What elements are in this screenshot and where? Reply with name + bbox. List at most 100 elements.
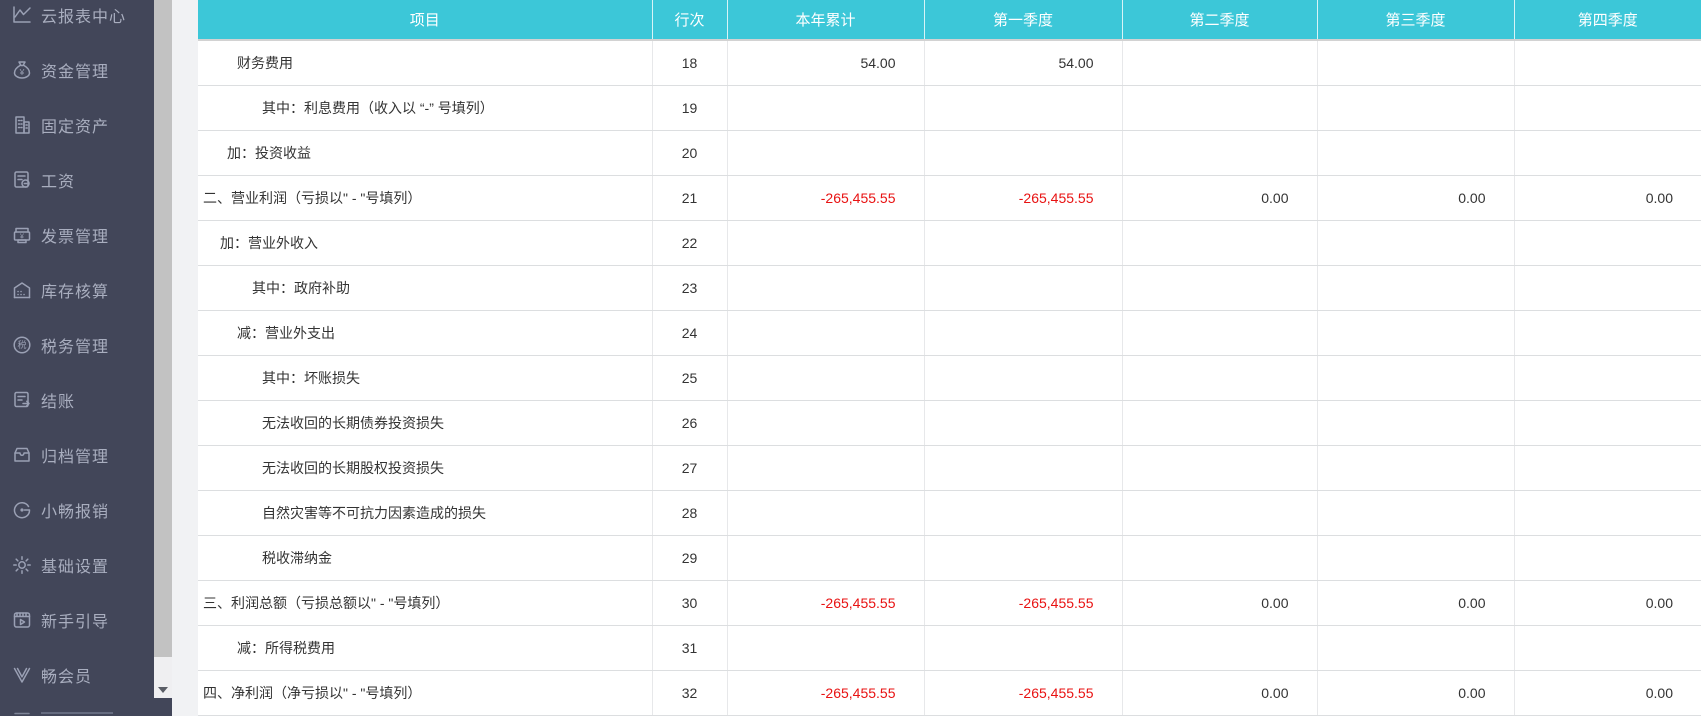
- q2-value-cell: [1122, 400, 1318, 446]
- q3-value-cell: 0.00: [1317, 580, 1515, 626]
- table-row-line-29: 税收滞纳金 29: [198, 535, 1701, 581]
- q4-value-cell: [1514, 130, 1701, 176]
- sidebar-item-12[interactable]: 新手引导: [0, 592, 154, 647]
- sidebar-item-7[interactable]: 税 税务管理: [0, 317, 154, 372]
- table-header-row: 项目 行次 本年累计 第一季度 第二季度 第三季度 第四季度: [198, 0, 1701, 41]
- sidebar-item-label: 工资: [41, 173, 76, 191]
- q4-value-cell: 0.00: [1514, 175, 1701, 221]
- column-header-line: 行次: [652, 0, 728, 41]
- item-cell: 税收滞纳金: [198, 535, 653, 581]
- table-row-line-24: 减：营业外支出 24: [198, 310, 1701, 356]
- chevron-down-icon: [158, 687, 168, 693]
- line-number-cell: 27: [652, 445, 728, 491]
- q1-value-cell: -265,455.55: [924, 670, 1123, 716]
- q2-value-cell: [1122, 265, 1318, 311]
- line-number-cell: 31: [652, 625, 728, 671]
- q2-value-cell: [1122, 85, 1318, 131]
- q3-value-cell: [1317, 40, 1515, 86]
- q3-value-cell: 0.00: [1317, 175, 1515, 221]
- ytd-value-cell: [727, 535, 925, 581]
- sidebar-item-label: 固定资产: [41, 118, 110, 136]
- sidebar-item-6[interactable]: 库存核算: [0, 262, 154, 317]
- sidebar-scrollbar[interactable]: [154, 0, 172, 698]
- item-cell: 其中：政府补助: [198, 265, 653, 311]
- column-header-item: 项目: [198, 0, 653, 41]
- salary-sheet-icon: [11, 169, 33, 191]
- item-cell: 减：所得税费用: [198, 625, 653, 671]
- sidebar-item-9[interactable]: 归档管理: [0, 427, 154, 482]
- q1-value-cell: [924, 400, 1123, 446]
- partial-item-icon: [11, 710, 33, 716]
- sidebar-item-label: 税务管理: [41, 338, 110, 356]
- sidebar-item-label: 发票管理: [41, 228, 110, 246]
- sidebar-item-10[interactable]: 小畅报销: [0, 482, 154, 537]
- q2-value-cell: [1122, 220, 1318, 266]
- ytd-value-cell: -265,455.55: [727, 580, 925, 626]
- ytd-value-cell: -265,455.55: [727, 175, 925, 221]
- sidebar-item-label: 资金管理: [41, 63, 110, 81]
- sidebar-item-8[interactable]: 结账: [0, 372, 154, 427]
- q2-value-cell: [1122, 445, 1318, 491]
- column-header-q3: 第三季度: [1317, 0, 1515, 41]
- closing-book-icon: [11, 389, 33, 411]
- sidebar-item-3[interactable]: 固定资产: [0, 97, 154, 152]
- sidebar-scroll-down-button[interactable]: [154, 682, 172, 698]
- line-number-cell: 29: [652, 535, 728, 581]
- q4-value-cell: [1514, 625, 1701, 671]
- q1-value-cell: [924, 265, 1123, 311]
- sidebar-item-4[interactable]: 工资: [0, 152, 154, 207]
- column-header-ytd: 本年累计: [727, 0, 925, 41]
- q1-value-cell: [924, 625, 1123, 671]
- table-row-line-22: 加：营业外收入 22: [198, 220, 1701, 266]
- q3-value-cell: [1317, 535, 1515, 581]
- ytd-value-cell: -265,455.55: [727, 670, 925, 716]
- ytd-value-cell: [727, 220, 925, 266]
- sidebar-item-partial[interactable]: [0, 702, 154, 716]
- sidebar-item-1[interactable]: 云报表中心: [0, 0, 154, 42]
- report-table: 项目 行次 本年累计 第一季度 第二季度 第三季度 第四季度 财务费用 18 54.00 54.0…: [198, 0, 1701, 716]
- sidebar-menu: 云报表中心 ¥ 资金管理 固定资产 工资 ¥ 发票管理 库存核算税 税务管理 结账 归档管理 小畅报销…: [0, 0, 154, 716]
- sidebar-item-label: [41, 712, 113, 716]
- q3-value-cell: [1317, 85, 1515, 131]
- sidebar-item-5[interactable]: ¥ 发票管理: [0, 207, 154, 262]
- sidebar-item-13[interactable]: 畅会员: [0, 647, 154, 702]
- line-number-cell: 21: [652, 175, 728, 221]
- q1-value-cell: [924, 130, 1123, 176]
- q4-value-cell: 0.00: [1514, 580, 1701, 626]
- table-body: 财务费用 18 54.00 54.00 其中：利息费用（收入以 “-” 号填列） 19 加：…: [198, 40, 1701, 716]
- line-number-cell: 23: [652, 265, 728, 311]
- gear-icon: [11, 554, 33, 576]
- sidebar-item-11[interactable]: 基础设置: [0, 537, 154, 592]
- sidebar-item-label: 云报表中心: [41, 8, 127, 26]
- ytd-value-cell: [727, 490, 925, 536]
- member-v-icon: [11, 664, 33, 686]
- line-number-cell: 24: [652, 310, 728, 356]
- q2-value-cell: [1122, 130, 1318, 176]
- q3-value-cell: [1317, 265, 1515, 311]
- sidebar-item-label: 归档管理: [41, 448, 110, 466]
- q2-value-cell: 0.00: [1122, 175, 1318, 221]
- q1-value-cell: [924, 490, 1123, 536]
- q2-value-cell: [1122, 310, 1318, 356]
- ytd-value-cell: [727, 400, 925, 446]
- line-number-cell: 25: [652, 355, 728, 401]
- table-row-line-26: 无法收回的长期债券投资损失 26: [198, 400, 1701, 446]
- q4-value-cell: 0.00: [1514, 670, 1701, 716]
- table-row-line-30: 三、利润总额（亏损总额以" - "号填列） 30 -265,455.55 -265,4…: [198, 580, 1701, 626]
- money-bag-icon: ¥: [11, 59, 33, 81]
- line-number-cell: 19: [652, 85, 728, 131]
- table-row-line-31: 减：所得税费用 31: [198, 625, 1701, 671]
- q1-value-cell: [924, 355, 1123, 401]
- q3-value-cell: [1317, 490, 1515, 536]
- sidebar-scrollbar-thumb[interactable]: [154, 0, 172, 657]
- q4-value-cell: [1514, 220, 1701, 266]
- sidebar: 云报表中心 ¥ 资金管理 固定资产 工资 ¥ 发票管理 库存核算税 税务管理 结账 归档管理 小畅报销…: [0, 0, 172, 716]
- sidebar-item-2[interactable]: ¥ 资金管理: [0, 42, 154, 97]
- svg-text:税: 税: [17, 339, 26, 350]
- ytd-value-cell: [727, 85, 925, 131]
- q4-value-cell: [1514, 85, 1701, 131]
- svg-text:¥: ¥: [19, 67, 25, 77]
- item-cell: 自然灾害等不可抗力因素造成的损失: [198, 490, 653, 536]
- sidebar-item-label: 基础设置: [41, 558, 110, 576]
- table-row-line-19: 其中：利息费用（收入以 “-” 号填列） 19: [198, 85, 1701, 131]
